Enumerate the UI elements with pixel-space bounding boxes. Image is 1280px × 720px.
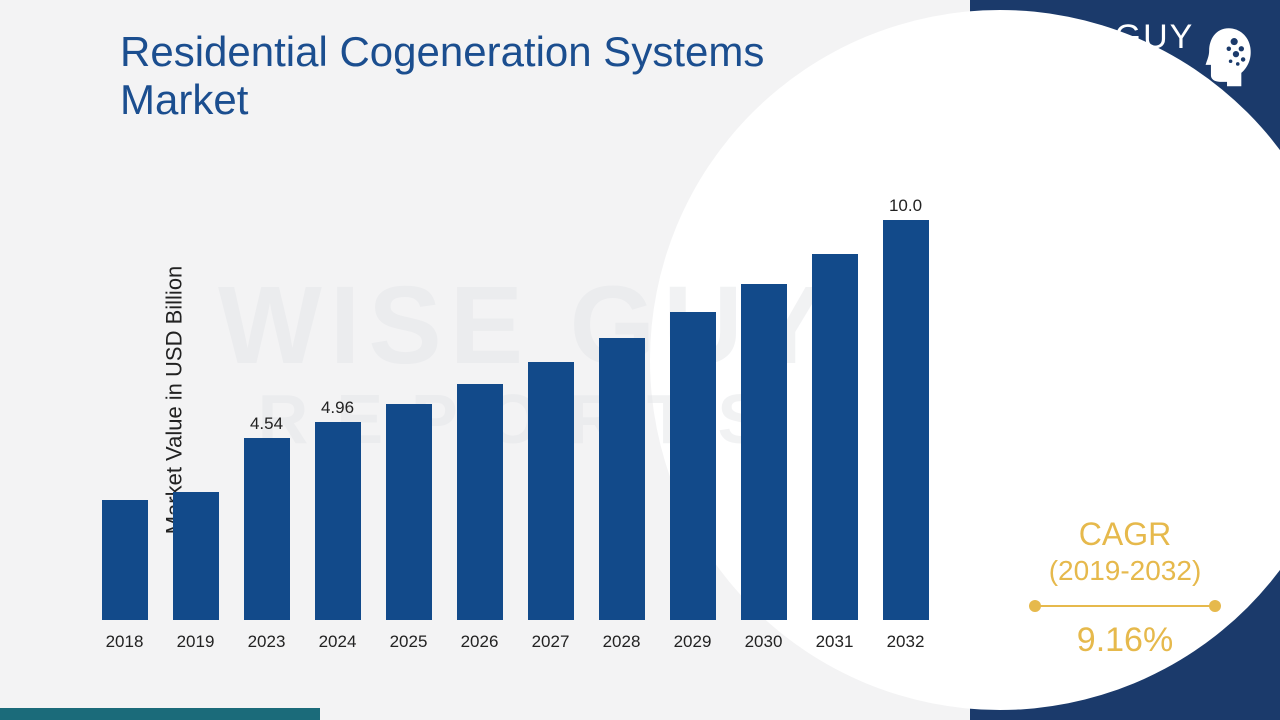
- x-axis-label: 2028: [597, 632, 646, 652]
- bar-col: [739, 284, 788, 620]
- bottom-accent-bar: [0, 708, 320, 720]
- bar: [173, 492, 219, 620]
- x-axis-label: 2018: [100, 632, 149, 652]
- cagr-box: CAGR (2019-2032) 9.16%: [1010, 516, 1240, 660]
- x-axis-label: 2027: [526, 632, 575, 652]
- bar-col: [171, 492, 220, 620]
- x-axis-label: 2031: [810, 632, 859, 652]
- bar: 4.54: [244, 438, 290, 620]
- x-axis-label: 2030: [739, 632, 788, 652]
- bar: [386, 404, 432, 620]
- bar-col: [597, 338, 646, 620]
- x-axis-label: 2032: [881, 632, 930, 652]
- bar: [812, 254, 858, 620]
- bar: [528, 362, 574, 620]
- bar: 10.0: [883, 220, 929, 620]
- logo-sub: R E P O R T S: [986, 55, 1194, 91]
- x-axis-label: 2025: [384, 632, 433, 652]
- bar-col: 4.54: [242, 438, 291, 620]
- x-axis-labels: 2018 2019 2023 2024 2025 2026 2027 2028 2029 2030…: [100, 632, 930, 652]
- bar: [457, 384, 503, 620]
- bar: [670, 312, 716, 620]
- x-axis-label: 2026: [455, 632, 504, 652]
- bar-value-label: 4.54: [250, 414, 283, 434]
- bar: [741, 284, 787, 620]
- cagr-divider: [1035, 605, 1215, 607]
- bar-col: [526, 362, 575, 620]
- bar: 4.96: [315, 422, 361, 620]
- x-axis-label: 2023: [242, 632, 291, 652]
- bar-col: [810, 254, 859, 620]
- x-axis-label: 2029: [668, 632, 717, 652]
- bar: [599, 338, 645, 620]
- chart-area: Market Value in USD Billion 4.544.9610.0…: [60, 140, 940, 660]
- cagr-period: (2019-2032): [1010, 555, 1240, 587]
- logo-main: WISE GUY: [1008, 18, 1194, 57]
- bar-col: [100, 500, 149, 620]
- cagr-value: 9.16%: [1010, 621, 1240, 660]
- head-icon: [1202, 20, 1256, 90]
- bar-col: [384, 404, 433, 620]
- bar-col: [455, 384, 504, 620]
- chart-title: Residential Cogeneration Systems Market: [120, 28, 880, 125]
- bar-col: 4.96: [313, 422, 362, 620]
- cagr-label: CAGR: [1010, 516, 1240, 553]
- bar-col: 10.0: [881, 220, 930, 620]
- bar-value-label: 10.0: [889, 196, 922, 216]
- bar-col: [668, 312, 717, 620]
- brand-logo: WISE GUY R E P O R T S: [986, 18, 1256, 91]
- x-axis-label: 2024: [313, 632, 362, 652]
- x-axis-label: 2019: [171, 632, 220, 652]
- logo-text: WISE GUY R E P O R T S: [986, 18, 1194, 91]
- bars-container: 4.54 4.96 10.0: [100, 180, 930, 620]
- bar: [102, 500, 148, 620]
- bar-value-label: 4.96: [321, 398, 354, 418]
